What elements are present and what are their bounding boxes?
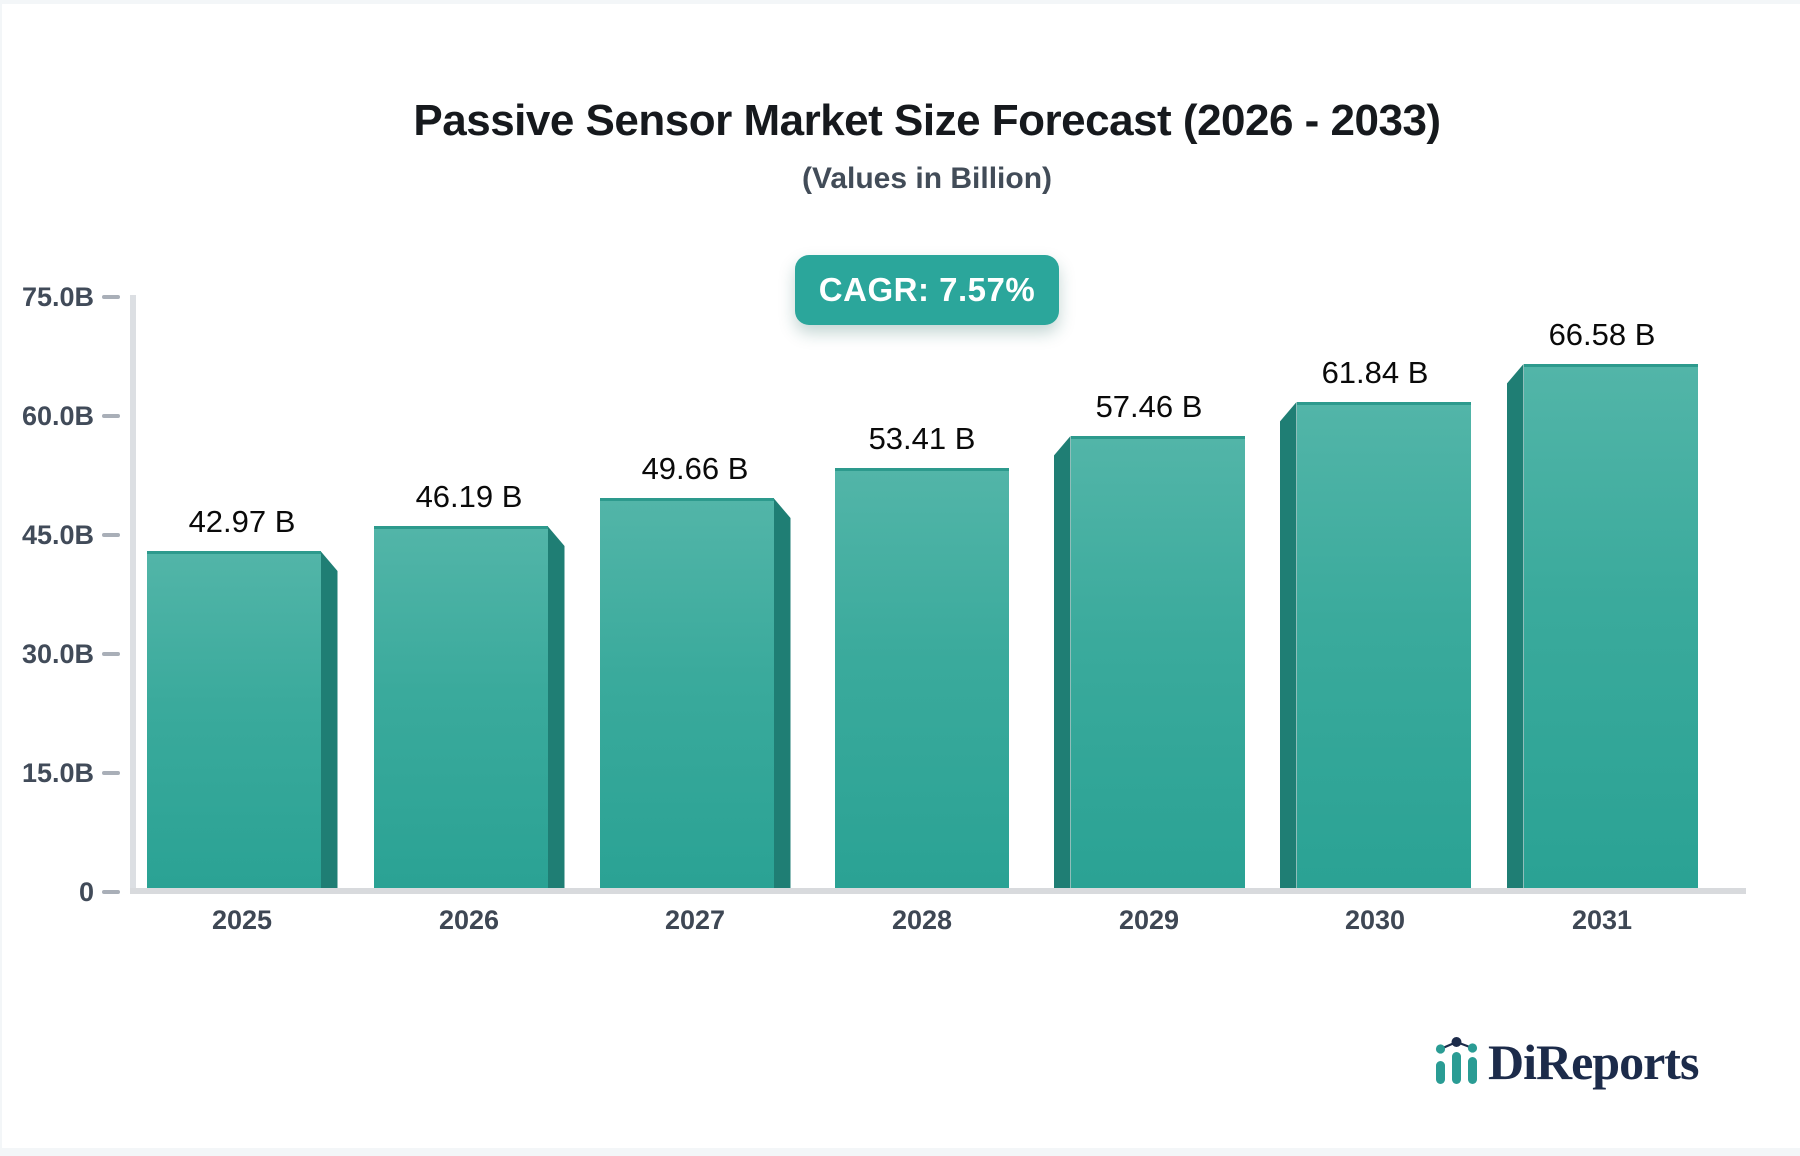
bar bbox=[1070, 436, 1245, 892]
cagr-badge: CAGR: 7.57% bbox=[795, 255, 1059, 325]
y-axis-line bbox=[130, 295, 136, 892]
y-tick-label: 0 bbox=[78, 877, 94, 907]
bar-value-label: 66.58 B bbox=[1548, 317, 1656, 352]
y-tick-label: 60.0B bbox=[21, 401, 94, 432]
y-tick-label: 15.0B bbox=[21, 758, 94, 789]
bar-3d-side bbox=[1506, 364, 1524, 892]
bar-3d-side bbox=[1279, 402, 1297, 892]
y-tick-mark bbox=[102, 295, 120, 300]
brand-logo-text: DiReports bbox=[1488, 1034, 1699, 1090]
y-tick-mark bbox=[102, 890, 120, 894]
x-tick-label: 2026 bbox=[438, 905, 500, 935]
chart-card: Passive Sensor Market Size Forecast (202… bbox=[2, 4, 1800, 1148]
bar-value-label: 57.46 B bbox=[1095, 389, 1203, 424]
bar bbox=[1296, 402, 1471, 892]
y-tick-label: 45.0B bbox=[21, 520, 94, 551]
x-tick-label: 2031 bbox=[1571, 905, 1633, 935]
x-tick-label: 2027 bbox=[664, 905, 726, 935]
bar-value-label: 42.97 B bbox=[188, 504, 296, 539]
y-tick-label: 75.0B bbox=[21, 282, 94, 313]
bar bbox=[835, 468, 1009, 892]
brand-logo: DiReports bbox=[1434, 1034, 1699, 1090]
x-tick-label: 2030 bbox=[1344, 905, 1406, 935]
bar-value-label: 49.66 B bbox=[641, 451, 749, 486]
chart-header: Passive Sensor Market Size Forecast (202… bbox=[56, 96, 1798, 196]
bar bbox=[146, 551, 321, 892]
bar-3d-side bbox=[320, 551, 338, 892]
plot-area: 75.0B 60.0B 45.0B 30.0B 15.0B 0 42.97 B 46.19 … bbox=[2, 4, 1800, 1148]
y-tick-mark bbox=[102, 414, 120, 419]
chart-title: Passive Sensor Market Size Forecast (202… bbox=[413, 96, 1441, 145]
bar bbox=[373, 526, 548, 892]
bar-3d-side bbox=[1053, 436, 1071, 892]
bar-value-label: 53.41 B bbox=[868, 421, 976, 456]
x-tick-label: 2028 bbox=[891, 905, 953, 935]
cagr-badge-label: CAGR: 7.57% bbox=[818, 271, 1036, 308]
bar bbox=[1523, 364, 1698, 892]
y-tick-mark bbox=[102, 771, 120, 776]
x-axis-line bbox=[130, 888, 1746, 894]
mini-bar-line-chart-icon bbox=[1435, 1037, 1478, 1084]
bar-3d-side bbox=[773, 498, 791, 892]
x-tick-label: 2025 bbox=[211, 905, 273, 935]
bar-value-label: 46.19 B bbox=[415, 479, 523, 514]
y-tick-mark bbox=[102, 533, 120, 538]
y-tick-mark bbox=[102, 652, 120, 657]
bar-3d-side bbox=[547, 526, 565, 892]
y-tick-label: 30.0B bbox=[21, 639, 94, 670]
x-tick-label: 2029 bbox=[1118, 905, 1180, 935]
chart-subtitle: (Values in Billion) bbox=[801, 162, 1053, 195]
bar-value-label: 61.84 B bbox=[1321, 355, 1429, 390]
bar bbox=[599, 498, 774, 892]
